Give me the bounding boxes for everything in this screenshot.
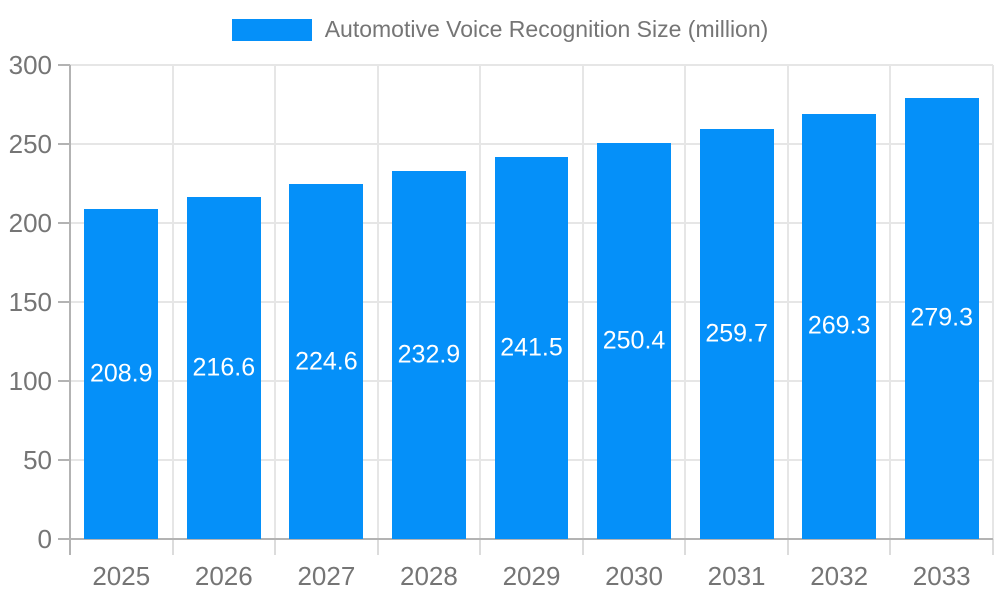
gridline-vertical (684, 65, 687, 539)
legend-swatch[interactable] (231, 18, 312, 41)
bar-value-label: 269.3 (807, 311, 871, 340)
y-axis-line (69, 65, 71, 555)
bar[interactable]: 232.9 (392, 171, 466, 539)
x-axis-tick (171, 539, 174, 555)
y-axis-tick-label: 250 (8, 129, 52, 159)
x-axis-tick (479, 539, 482, 555)
bar-value-label: 232.9 (397, 340, 461, 369)
bar[interactable]: 259.7 (699, 128, 774, 539)
bar[interactable]: 241.5 (494, 157, 569, 539)
gridline-horizontal (70, 143, 993, 145)
bar-value-label: 216.6 (192, 353, 256, 382)
x-axis-tick-label: 2025 (92, 561, 151, 591)
gridline-vertical (786, 65, 789, 539)
y-axis-tick-label: 150 (8, 287, 52, 317)
x-axis-tick (684, 539, 687, 555)
y-axis-tick-label: 50 (23, 445, 52, 475)
x-axis-tick-label: 2027 (297, 561, 356, 591)
y-axis-tick (58, 64, 70, 66)
bar-value-label: 279.3 (910, 303, 973, 332)
y-axis-tick (58, 222, 70, 224)
x-axis-tick (376, 539, 379, 555)
gridline-vertical (992, 65, 994, 539)
y-axis-tick (58, 538, 70, 540)
legend-label[interactable]: Automotive Voice Recognition Size (milli… (324, 16, 769, 42)
x-axis-tick (786, 539, 789, 555)
x-axis-tick (581, 539, 584, 555)
bar-value-label: 224.6 (295, 347, 358, 376)
gridline-vertical (171, 65, 174, 539)
y-axis-tick (58, 380, 70, 382)
y-axis-tick (58, 143, 70, 145)
bar-value-label: 241.5 (500, 333, 563, 362)
plot-area: 0 50 100 150 200 250 300 208.9 2025 216.6 2026 224.… (9, 51, 994, 591)
x-axis-tick-label: 2028 (400, 561, 458, 591)
x-axis-tick-label: 2030 (605, 561, 663, 591)
x-axis-line (70, 538, 993, 540)
y-axis-tick (58, 459, 70, 461)
y-axis-tick (58, 301, 70, 303)
y-axis-tick-label: 100 (8, 366, 52, 396)
y-axis-tick-label: 300 (8, 50, 52, 80)
bar-value-label: 250.4 (602, 326, 666, 355)
x-axis-tick-label: 2026 (194, 561, 253, 591)
bar-value-label: 259.7 (705, 319, 768, 348)
bar[interactable]: 269.3 (802, 113, 877, 539)
gridline-vertical (274, 65, 277, 539)
x-axis-tick-label: 2032 (810, 561, 869, 591)
bar[interactable]: 224.6 (289, 184, 364, 539)
bar-value-label: 208.9 (89, 359, 153, 388)
gridline-vertical (479, 65, 482, 539)
legend[interactable]: Automotive Voice Recognition Size (milli… (0, 16, 1000, 43)
bar[interactable]: 216.6 (186, 196, 261, 539)
x-axis-tick-label: 2033 (912, 561, 971, 591)
x-axis-tick (992, 539, 994, 555)
gridline-horizontal (70, 64, 993, 66)
bar[interactable]: 208.9 (84, 208, 159, 539)
y-axis-tick-label: 0 (37, 524, 52, 554)
bar[interactable]: 279.3 (904, 97, 979, 539)
x-axis-tick-label: 2029 (502, 561, 561, 591)
gridline-vertical (376, 65, 379, 539)
x-axis-tick (889, 539, 892, 555)
y-axis-tick-label: 200 (8, 208, 52, 238)
x-axis-tick (274, 539, 277, 555)
x-axis-tick-label: 2031 (707, 561, 766, 591)
bar[interactable]: 250.4 (597, 143, 671, 539)
gridline-vertical (581, 65, 584, 539)
gridline-vertical (889, 65, 892, 539)
